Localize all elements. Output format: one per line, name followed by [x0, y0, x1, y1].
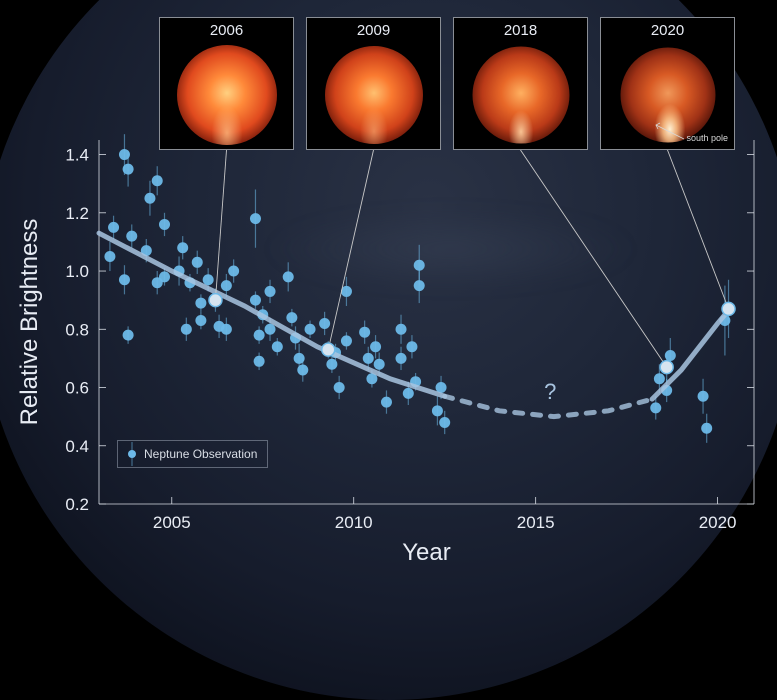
svg-text:1.2: 1.2 [65, 204, 89, 223]
svg-text:2005: 2005 [153, 513, 191, 532]
svg-text:0.2: 0.2 [65, 495, 89, 514]
thermal-image [160, 41, 293, 149]
svg-text:0.6: 0.6 [65, 379, 89, 398]
svg-text:2020: 2020 [699, 513, 737, 532]
south-pole-arrow-icon [646, 115, 686, 145]
legend: Neptune Observation [117, 440, 268, 468]
thermal-image-year: 2018 [504, 18, 537, 41]
south-pole-label: south pole [686, 133, 728, 143]
thermal-image-panel: 2020 south pole [600, 17, 735, 150]
svg-text:2015: 2015 [517, 513, 555, 532]
legend-label: Neptune Observation [144, 447, 257, 461]
svg-text:0.8: 0.8 [65, 320, 89, 339]
thermal-image-panel: 2006 [159, 17, 294, 150]
thermal-image-year: 2006 [210, 18, 243, 41]
svg-text:?: ? [544, 379, 556, 404]
legend-marker-icon [128, 450, 136, 458]
thermal-image-year: 2020 [651, 18, 684, 41]
thermal-image [454, 41, 587, 149]
svg-text:Relative Brightness: Relative Brightness [16, 219, 43, 426]
thermal-image [307, 41, 440, 149]
thermal-image-panel: 2018 [453, 17, 588, 150]
svg-text:1.4: 1.4 [65, 146, 89, 165]
svg-text:Year: Year [402, 539, 451, 566]
svg-text:2010: 2010 [335, 513, 373, 532]
svg-text:0.4: 0.4 [65, 437, 89, 456]
thermal-image-year: 2009 [357, 18, 390, 41]
thermal-image-panel: 2009 [306, 17, 441, 150]
thermal-image: south pole [601, 41, 734, 149]
thermal-image-row: 2006 2009 2018 2020 south pole [159, 17, 735, 150]
svg-text:1.0: 1.0 [65, 262, 89, 281]
